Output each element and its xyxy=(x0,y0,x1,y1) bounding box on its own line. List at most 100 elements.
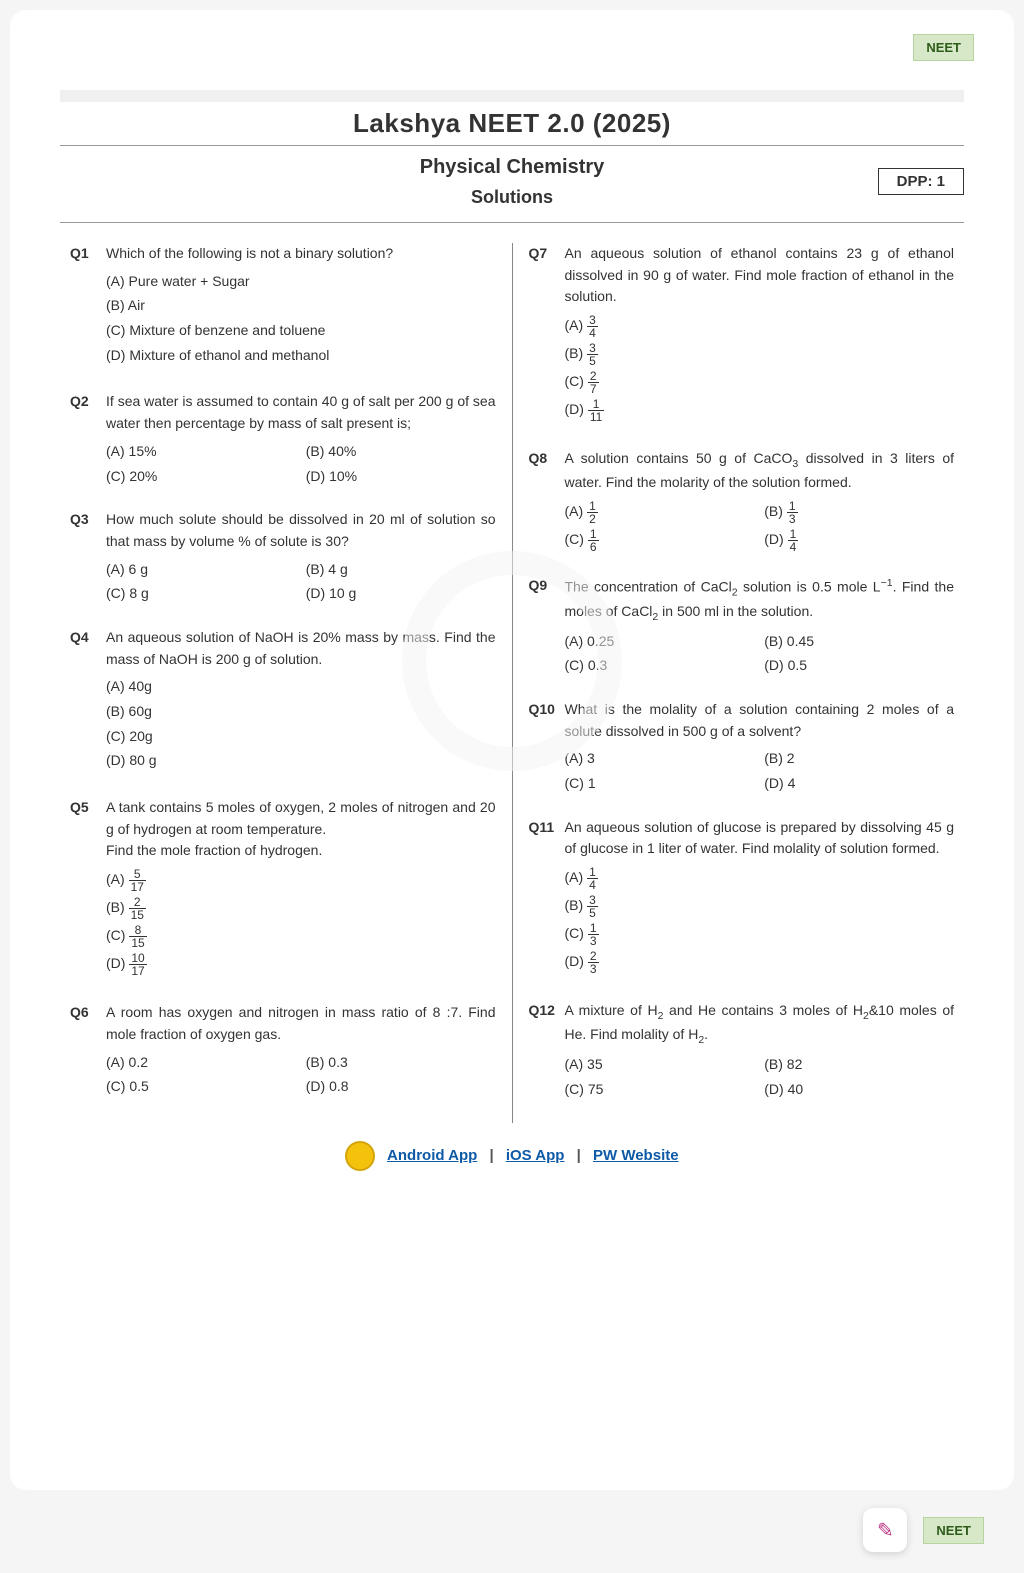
option: (D) 4 xyxy=(764,773,954,795)
options: (A) Pure water + Sugar(B) Air(C) Mixture… xyxy=(106,271,496,367)
footer-links: Android App | iOS App | PW Website xyxy=(60,1141,964,1171)
options: (A) 12 (B) 13 (C) 16 (D) 14 xyxy=(565,500,955,553)
option: (A) 6 g xyxy=(106,559,296,581)
option: (D) 23 xyxy=(565,950,955,975)
question-body: If sea water is assumed to contain 40 g … xyxy=(106,391,496,487)
option: (A) 0.2 xyxy=(106,1052,296,1074)
question: Q11An aqueous solution of glucose is pre… xyxy=(529,817,955,978)
questions-column-right: Q7An aqueous solution of ethanol contain… xyxy=(519,243,965,1123)
edit-icon: ✎ xyxy=(877,1518,894,1543)
main-title: Lakshya NEET 2.0 (2025) xyxy=(60,102,964,146)
question-number: Q8 xyxy=(529,448,565,553)
option: (D) 40 xyxy=(764,1079,954,1101)
column-divider xyxy=(512,243,513,1123)
question-text: If sea water is assumed to contain 40 g … xyxy=(106,391,496,434)
option: (C) 1 xyxy=(565,773,755,795)
question: Q9The concentration of CaCl2 solution is… xyxy=(529,575,955,677)
exam-tag-bottom: NEET xyxy=(923,1517,984,1544)
android-app-link[interactable]: Android App xyxy=(387,1147,477,1164)
bottom-toolbar: ✎ NEET xyxy=(0,1500,1024,1552)
option: (A) 12 xyxy=(565,500,755,525)
question-body: A room has oxygen and nitrogen in mass r… xyxy=(106,1002,496,1098)
option: (B) 2 xyxy=(764,748,954,770)
ios-app-link[interactable]: iOS App xyxy=(506,1147,565,1164)
question-body: An aqueous solution of NaOH is 20% mass … xyxy=(106,627,496,775)
question: Q2If sea water is assumed to contain 40 … xyxy=(70,391,496,487)
option: (C) 27 xyxy=(565,370,955,395)
option: (B) 0.3 xyxy=(306,1052,496,1074)
option: (C) 8 g xyxy=(106,583,296,605)
exam-tag-top: NEET xyxy=(913,34,974,61)
option: (B) 35 xyxy=(565,894,955,919)
questions-container: Q1Which of the following is not a binary… xyxy=(60,243,964,1123)
option: (B) 4 g xyxy=(306,559,496,581)
option: (A) 517 xyxy=(106,868,496,893)
option: (D) 0.5 xyxy=(764,655,954,677)
question-body: How much solute should be dissolved in 2… xyxy=(106,509,496,605)
pw-website-link[interactable]: PW Website xyxy=(593,1147,679,1164)
option: (D) 1017 xyxy=(106,952,496,977)
question-body: A solution contains 50 g of CaCO3 dissol… xyxy=(565,448,955,553)
question-body: What is the molality of a solution conta… xyxy=(565,699,955,795)
option: (C) 20% xyxy=(106,466,296,488)
option: (B) 60g xyxy=(106,701,496,723)
option: (A) 40g xyxy=(106,676,496,698)
options: (A) 34(B) 35(C) 27(D) 111 xyxy=(565,314,955,423)
question-text: Which of the following is not a binary s… xyxy=(106,243,496,265)
question: Q5A tank contains 5 moles of oxygen, 2 m… xyxy=(70,797,496,980)
topic-title: Solutions xyxy=(60,187,964,208)
option: (C) 0.3 xyxy=(565,655,755,677)
option: (C) 0.5 xyxy=(106,1076,296,1098)
options: (A) 15%(B) 40%(C) 20%(D) 10% xyxy=(106,441,496,487)
question-number: Q3 xyxy=(70,509,106,605)
option: (C) 815 xyxy=(106,924,496,949)
question-text: A tank contains 5 moles of oxygen, 2 mol… xyxy=(106,797,496,862)
question-text: The concentration of CaCl2 solution is 0… xyxy=(565,575,955,625)
options: (A) 0.2(B) 0.3(C) 0.5(D) 0.8 xyxy=(106,1052,496,1098)
edit-button[interactable]: ✎ xyxy=(863,1508,907,1552)
question-number: Q7 xyxy=(529,243,565,426)
question-body: A tank contains 5 moles of oxygen, 2 mol… xyxy=(106,797,496,980)
question-body: An aqueous solution of ethanol contains … xyxy=(565,243,955,426)
question-body: An aqueous solution of glucose is prepar… xyxy=(565,817,955,978)
question-number: Q10 xyxy=(529,699,565,795)
option: (B) 40% xyxy=(306,441,496,463)
option: (A) Pure water + Sugar xyxy=(106,271,496,293)
question-text: A room has oxygen and nitrogen in mass r… xyxy=(106,1002,496,1045)
options: (A) 517(B) 215(C) 815(D) 1017 xyxy=(106,868,496,977)
option: (C) 75 xyxy=(565,1079,755,1101)
option: (D) Mixture of ethanol and methanol xyxy=(106,345,496,367)
question: Q7An aqueous solution of ethanol contain… xyxy=(529,243,955,426)
separator: | xyxy=(577,1147,581,1164)
option: (B) 82 xyxy=(764,1054,954,1076)
question: Q6A room has oxygen and nitrogen in mass… xyxy=(70,1002,496,1098)
question-number: Q5 xyxy=(70,797,106,980)
option: (C) 16 xyxy=(565,528,755,553)
option: (B) 13 xyxy=(764,500,954,525)
question-number: Q11 xyxy=(529,817,565,978)
question-body: The concentration of CaCl2 solution is 0… xyxy=(565,575,955,677)
question-text: An aqueous solution of ethanol contains … xyxy=(565,243,955,308)
option: (D) 10% xyxy=(306,466,496,488)
title-banner-bg xyxy=(60,90,964,102)
question: Q3How much solute should be dissolved in… xyxy=(70,509,496,605)
options: (A) 0.25(B) 0.45(C) 0.3(D) 0.5 xyxy=(565,631,955,677)
option: (B) 0.45 xyxy=(764,631,954,653)
question: Q4An aqueous solution of NaOH is 20% mas… xyxy=(70,627,496,775)
question-text: A mixture of H2 and He contains 3 moles … xyxy=(565,1000,955,1048)
option: (A) 34 xyxy=(565,314,955,339)
option: (C) Mixture of benzene and toluene xyxy=(106,320,496,342)
subtitle-block: Physical Chemistry Solutions DPP: 1 xyxy=(60,146,964,223)
dpp-badge: DPP: 1 xyxy=(878,168,964,195)
option: (A) 14 xyxy=(565,866,955,891)
separator: | xyxy=(489,1147,493,1164)
question-text: A solution contains 50 g of CaCO3 dissol… xyxy=(565,448,955,494)
question-body: A mixture of H2 and He contains 3 moles … xyxy=(565,1000,955,1101)
question-number: Q6 xyxy=(70,1002,106,1098)
option: (D) 14 xyxy=(764,528,954,553)
option: (D) 111 xyxy=(565,398,955,423)
option: (A) 35 xyxy=(565,1054,755,1076)
question-text: How much solute should be dissolved in 2… xyxy=(106,509,496,552)
options: (A) 14(B) 35(C) 13(D) 23 xyxy=(565,866,955,975)
option: (A) 3 xyxy=(565,748,755,770)
